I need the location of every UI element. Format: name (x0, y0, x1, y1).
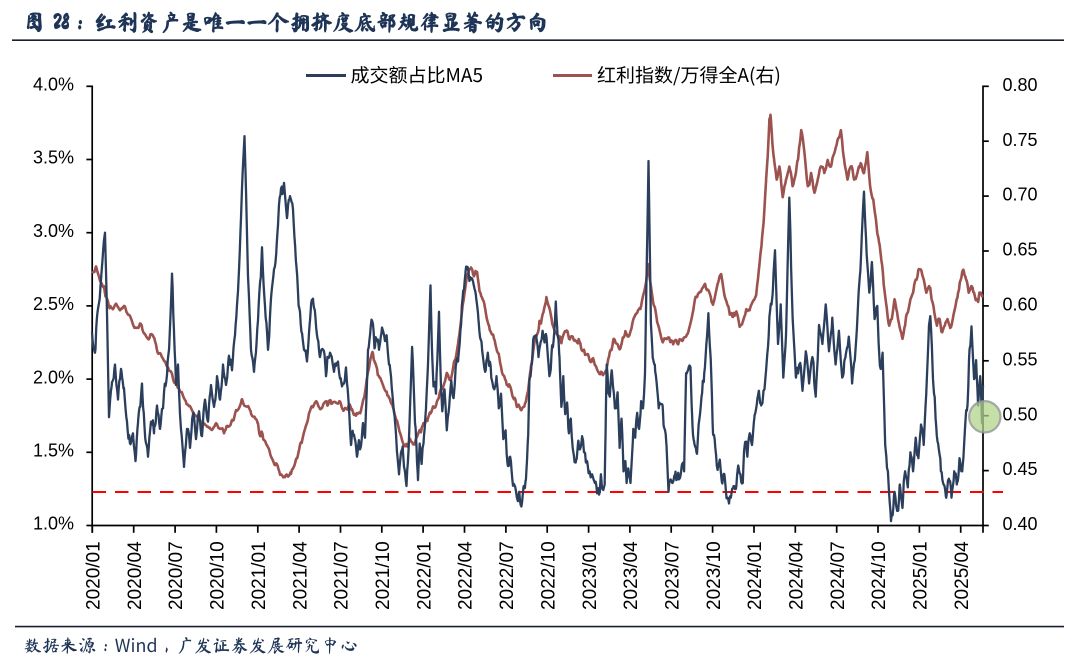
svg-text:2021/04: 2021/04 (290, 541, 311, 610)
svg-text:2021/10: 2021/10 (373, 541, 394, 610)
svg-text:2022/10: 2022/10 (538, 541, 559, 610)
svg-text:2.5%: 2.5% (33, 294, 74, 314)
svg-text:0.50: 0.50 (1003, 404, 1038, 424)
svg-text:2021/01: 2021/01 (249, 541, 270, 610)
svg-text:0.55: 0.55 (1003, 349, 1038, 369)
svg-text:2023/10: 2023/10 (704, 541, 725, 610)
svg-text:0.70: 0.70 (1003, 185, 1038, 205)
svg-text:2020/01: 2020/01 (84, 541, 105, 610)
svg-text:2025/04: 2025/04 (952, 541, 973, 610)
svg-text:2020/04: 2020/04 (125, 541, 146, 610)
svg-text:0.65: 0.65 (1003, 240, 1038, 260)
svg-text:0.60: 0.60 (1003, 295, 1038, 315)
svg-text:2024/10: 2024/10 (869, 541, 890, 610)
svg-text:2020/07: 2020/07 (166, 541, 187, 610)
svg-text:2023/07: 2023/07 (663, 541, 684, 610)
svg-text:2.0%: 2.0% (33, 367, 74, 387)
svg-text:0.45: 0.45 (1003, 459, 1038, 479)
svg-text:2022/04: 2022/04 (456, 541, 477, 610)
svg-text:0.40: 0.40 (1003, 514, 1038, 534)
svg-text:2021/07: 2021/07 (332, 541, 353, 610)
svg-text:2022/07: 2022/07 (497, 541, 518, 610)
svg-text:2022/01: 2022/01 (414, 541, 435, 610)
svg-text:2024/07: 2024/07 (828, 541, 849, 610)
svg-text:2025/01: 2025/01 (911, 541, 932, 610)
svg-text:2024/01: 2024/01 (745, 541, 766, 610)
svg-text:4.0%: 4.0% (33, 75, 74, 95)
svg-text:2023/04: 2023/04 (621, 541, 642, 610)
svg-text:2020/10: 2020/10 (208, 541, 229, 610)
svg-text:0.80: 0.80 (1003, 75, 1038, 95)
svg-text:1.5%: 1.5% (33, 441, 74, 461)
svg-text:0.75: 0.75 (1003, 130, 1038, 150)
svg-text:2024/04: 2024/04 (787, 541, 808, 610)
svg-text:3.0%: 3.0% (33, 221, 74, 241)
svg-text:2023/01: 2023/01 (580, 541, 601, 610)
svg-text:1.0%: 1.0% (33, 514, 74, 534)
svg-text:3.5%: 3.5% (33, 148, 74, 168)
